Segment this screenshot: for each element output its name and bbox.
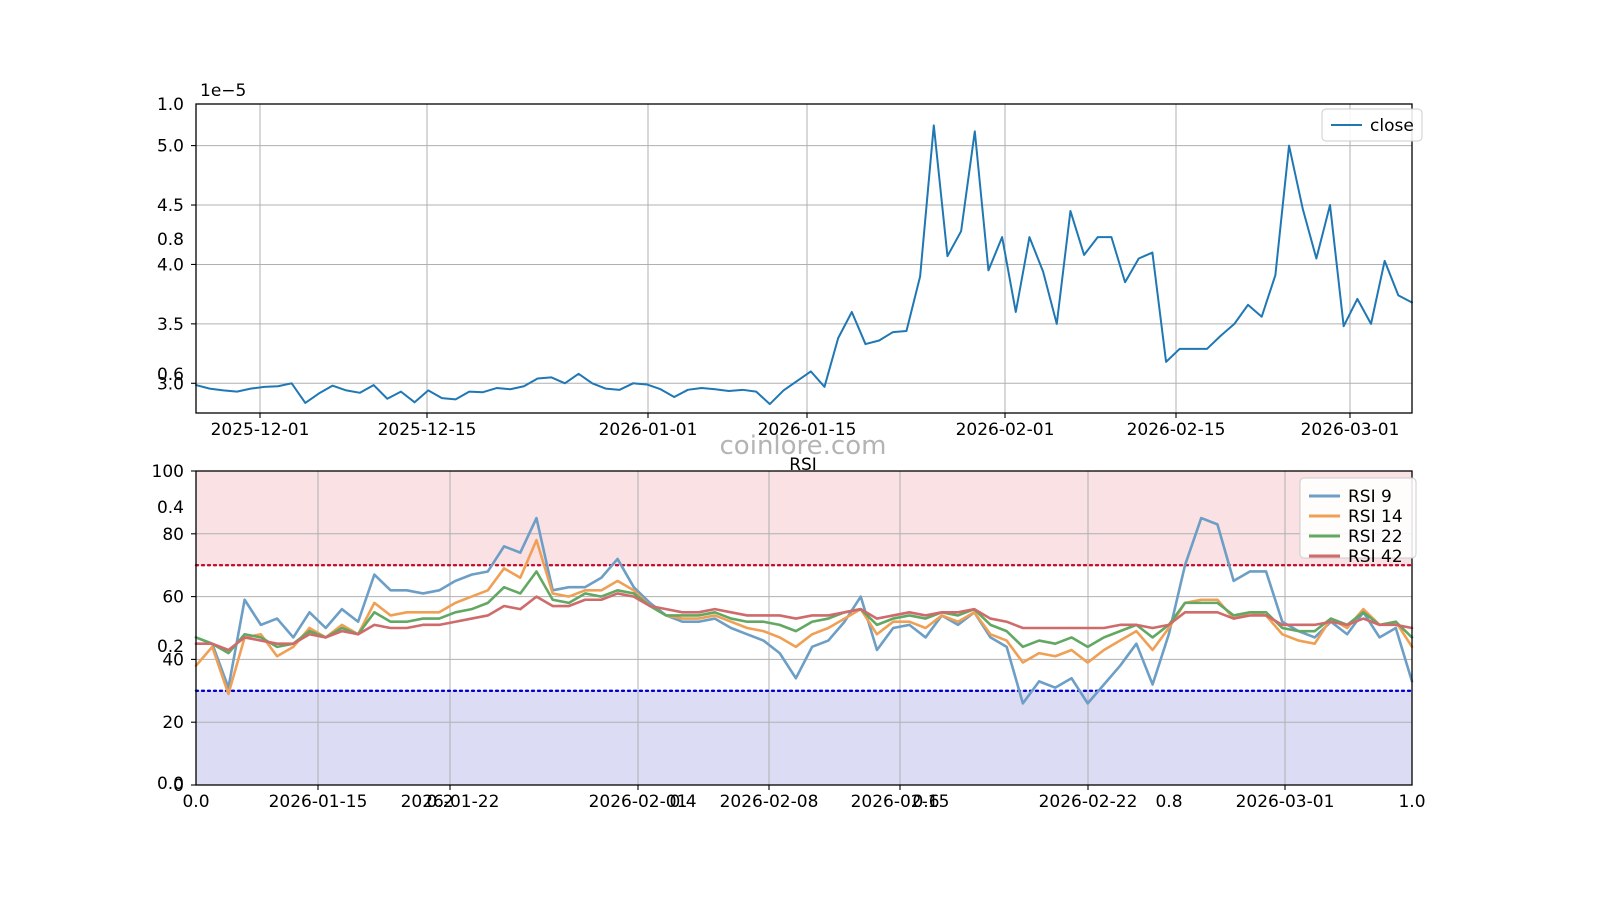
watermark-coinlore: coinlore.com — [720, 431, 887, 461]
rsi-x-tick-label-date: 2026-01-15 — [269, 792, 368, 812]
rsi-y-tick-label: 0 — [173, 776, 184, 796]
rsi-overlay-x-tick-label: 0.8 — [1155, 792, 1182, 812]
rsi-overbought-band — [196, 471, 1412, 566]
price-y-tick-label: 3.0 — [157, 374, 184, 394]
price-y-tick-label: 4.0 — [157, 255, 184, 275]
price-y-tick-label: 3.5 — [157, 315, 184, 335]
price-x-tick-label: 2025-12-15 — [378, 420, 477, 440]
rsi-series-line-rsi-42 — [194, 592, 1414, 652]
rsi-legend-label-rsi-14: RSI 14 — [1348, 507, 1403, 527]
price-overlay-y-tick-label: 0.6 — [157, 365, 184, 385]
price-y-offset-label: 1e−5 — [200, 81, 246, 101]
price-y-tick-label: 4.5 — [157, 196, 184, 216]
rsi-overlay-y-tick-label: 0.4 — [157, 498, 184, 518]
rsi-overlay-x-tick-label: 0.6 — [912, 792, 939, 812]
rsi-series-line-rsi-22 — [194, 570, 1414, 655]
rsi-y-tick-label: 100 — [152, 462, 184, 482]
price-x-tick-label: 2026-01-01 — [599, 420, 698, 440]
rsi-panel: 100 80 60 40 20 0 0.4 0.2 0.0 2026-01-15 2026-01-2… — [152, 462, 1426, 812]
rsi-x-tick-label-date: 2026-02-08 — [720, 792, 819, 812]
rsi-oversold-band — [196, 690, 1412, 785]
rsi-x-tick-label-date: 2026-02-15 — [851, 792, 950, 812]
rsi-series-line-rsi-14 — [194, 538, 1414, 696]
rsi-x-tick-label-date: 2026-03-01 — [1236, 792, 1335, 812]
rsi-legend-label-rsi-9: RSI 9 — [1348, 487, 1392, 507]
price-panel: 5.0 4.5 4.0 3.5 3.0 1.0 0.8 0.6 1e−5 2025-12-01 20… — [157, 81, 1423, 440]
price-overlay-y-tick-label: 1.0 — [157, 95, 184, 115]
price-axes-frame — [195, 103, 1413, 414]
rsi-y-tick-label: 80 — [162, 525, 184, 545]
rsi-y-tick-label: 40 — [162, 650, 184, 670]
price-x-tick-label: 2026-02-01 — [956, 420, 1055, 440]
rsi-overlay-y-tick-label: 0.0 — [157, 774, 184, 794]
rsi-panel-title: RSI — [789, 455, 817, 475]
price-y-tick-label: 5.0 — [157, 137, 184, 157]
rsi-overlay-x-tick-label: 0.2 — [426, 792, 453, 812]
rsi-series-line-rsi-9 — [194, 516, 1414, 705]
price-legend-label-close: close — [1370, 116, 1414, 136]
rsi-y-tick-label: 60 — [162, 588, 184, 608]
price-x-tick-label: 2026-01-15 — [758, 420, 857, 440]
rsi-legend-label-rsi-42: RSI 42 — [1348, 547, 1403, 567]
price-x-tick-label: 2026-03-01 — [1301, 420, 1400, 440]
price-x-tick-label: 2026-02-15 — [1127, 420, 1226, 440]
rsi-x-tick-label-date: 2026-01-22 — [401, 792, 500, 812]
rsi-x-tick-label-date: 2026-02-01 — [589, 792, 688, 812]
rsi-overlay-x-tick-label: 0.4 — [669, 792, 696, 812]
price-legend-box — [1321, 108, 1423, 142]
rsi-overlay-y-tick-label: 0.2 — [157, 637, 184, 657]
rsi-overlay-x-tick-label: 1.0 — [1398, 792, 1425, 812]
price-x-tick-label: 2025-12-01 — [211, 420, 310, 440]
rsi-overlay-x-tick-label: 0.0 — [182, 792, 209, 812]
rsi-legend-box — [1299, 477, 1417, 559]
price-overlay-y-tick-label: 0.8 — [157, 230, 184, 250]
price-close-line — [195, 124, 1413, 406]
rsi-x-tick-label-date: 2026-02-22 — [1039, 792, 1138, 812]
rsi-legend-label-rsi-22: RSI 22 — [1348, 527, 1403, 547]
rsi-axes-frame — [195, 470, 1413, 786]
rsi-y-tick-label: 20 — [162, 713, 184, 733]
